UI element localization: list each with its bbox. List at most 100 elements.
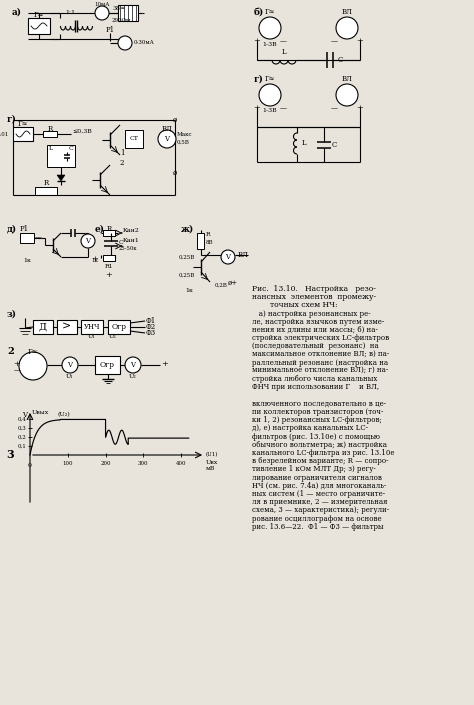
Text: U₁: U₁ [88,333,96,338]
Text: Г≈: Г≈ [28,348,38,356]
Circle shape [336,84,358,106]
Polygon shape [57,175,65,181]
Text: Г≈: Г≈ [265,75,275,83]
Bar [57,320,77,334]
Text: C: C [338,56,343,64]
Text: +: + [106,271,112,279]
Bar [20,233,34,243]
Text: C: C [119,240,124,245]
Text: —: — [35,233,42,241]
Bar [47,145,75,167]
Bar [33,320,53,334]
Text: Огр: Огр [111,323,127,331]
Text: V: V [85,237,91,245]
Bar [95,356,120,374]
Text: (U₂): (U₂) [58,412,71,417]
Bar [125,130,143,148]
Circle shape [118,36,132,50]
Circle shape [259,17,281,39]
Text: а): а) [12,8,22,16]
Bar [108,320,130,334]
Text: СТ: СТ [129,137,138,142]
Text: 0,5В: 0,5В [177,140,190,145]
Text: ø: ø [173,169,177,177]
Text: 25-50к: 25-50к [119,247,137,252]
Bar [103,230,115,236]
Text: 1к: 1к [185,288,193,293]
Text: Г≈: Г≈ [18,120,28,128]
Text: пи коллекторов транзисторов (точ-: пи коллекторов транзисторов (точ- [252,408,383,416]
Text: рис. 13.6—22.  Ф1 — Ф3 — фильтры: рис. 13.6—22. Ф1 — Ф3 — фильтры [252,523,383,531]
Text: V: V [226,253,230,261]
Text: —: — [330,104,337,112]
Text: +: + [254,104,260,112]
Text: +: + [14,360,20,368]
Text: ВЛ: ВЛ [238,251,249,259]
Text: 0,2В: 0,2В [215,283,228,288]
Text: 2: 2 [120,159,124,167]
Text: ных систем (1 — место ограничите-: ных систем (1 — место ограничите- [252,490,385,498]
Text: ля в приемнике, 2 — измерительная: ля в приемнике, 2 — измерительная [252,498,388,506]
Text: 8В: 8В [206,240,214,245]
Text: раллельный резонанс (настройка на: раллельный резонанс (настройка на [252,359,388,367]
Text: —: — [280,37,286,45]
Text: Г≈: Г≈ [34,11,44,19]
Bar [28,18,50,34]
Text: +: + [254,37,260,45]
Text: V: V [22,411,27,419]
Text: Кан1: Кан1 [123,238,140,243]
Text: УНЧ: УНЧ [84,323,100,331]
Text: 0,25В: 0,25В [179,255,195,259]
Text: +: + [161,360,168,368]
Text: Макс: Макс [177,133,192,137]
Text: НЧ (см. рис. 7.4а) для многоканаль-: НЧ (см. рис. 7.4а) для многоканаль- [252,482,386,490]
Text: R: R [206,233,210,238]
Text: —: — [330,37,337,45]
Text: 0: 0 [28,463,32,468]
Bar [118,5,138,21]
Text: (U1): (U1) [206,453,219,458]
Text: г): г) [254,75,264,83]
Text: обычного вольтметра; ж) настройка: обычного вольтметра; ж) настройка [252,441,387,449]
Text: L: L [302,139,307,147]
Text: P1: P1 [105,26,115,34]
Text: L: L [282,48,286,56]
Text: C: C [332,141,337,149]
Circle shape [95,6,109,20]
Text: 38≈: 38≈ [112,6,125,11]
Text: тивление 1 кОм МЛТ Др; з) регу-: тивление 1 кОм МЛТ Др; з) регу- [252,465,376,473]
Text: ки 1, 2) резонансных LC-фильтров;: ки 1, 2) резонансных LC-фильтров; [252,416,382,424]
Text: 0,2: 0,2 [17,435,26,440]
Text: Д: Д [39,322,47,331]
Text: лирование ограничителя сигналов: лирование ограничителя сигналов [252,474,382,482]
Text: 1к: 1к [91,259,98,264]
Text: минимальное отклонение ВЛ); г) на-: минимальное отклонение ВЛ); г) на- [252,367,388,375]
Text: +: + [356,104,364,112]
Text: 0,4: 0,4 [17,417,26,422]
Text: +: + [91,255,99,263]
Bar [43,131,57,137]
Text: Ф2: Ф2 [146,323,156,331]
Text: стройка электрических LC-фильтров: стройка электрических LC-фильтров [252,334,389,342]
Text: фильтров (рис. 13.10е) с помощью: фильтров (рис. 13.10е) с помощью [252,433,380,441]
Text: ВЛ: ВЛ [342,75,353,83]
Text: (последовательный  резонанс)  на: (последовательный резонанс) на [252,343,379,350]
Text: C: C [69,145,74,150]
Text: ВЛ: ВЛ [342,8,353,16]
Text: 0-30мА: 0-30мА [134,39,155,44]
Text: г): г) [7,114,17,123]
Circle shape [336,17,358,39]
Text: 1:1: 1:1 [65,11,75,16]
Circle shape [158,130,176,148]
Text: 0,1: 0,1 [17,443,26,448]
Text: U₁: U₁ [66,374,74,379]
Text: >: > [63,322,72,332]
Text: канального LC-фильтра из рис. 13.10е: канального LC-фильтра из рис. 13.10е [252,449,394,457]
Text: 1: 1 [120,149,124,157]
Text: нения их длины или массы; б) на-: нения их длины или массы; б) на- [252,326,378,334]
Circle shape [62,357,78,373]
Text: 100: 100 [63,461,73,466]
Bar [81,320,103,334]
Text: д): д) [7,224,17,233]
Circle shape [19,352,47,380]
